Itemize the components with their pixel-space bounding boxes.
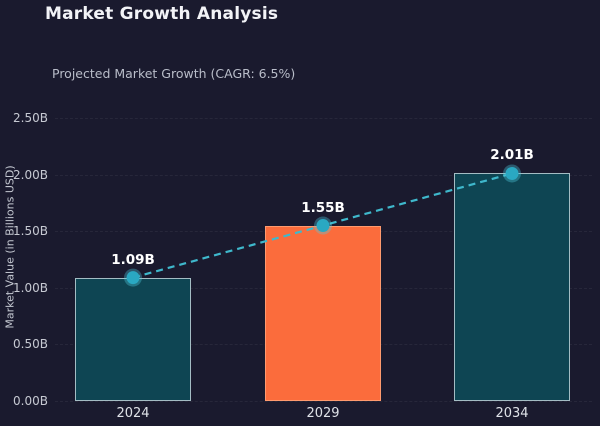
x-tick-label: 2024 — [116, 406, 150, 421]
x-tick-label: 2029 — [306, 406, 340, 421]
y-tick-label: 1.00B — [13, 280, 48, 295]
gridline — [55, 401, 592, 402]
chart-subtitle: Projected Market Growth (CAGR: 6.5%) — [52, 66, 296, 81]
y-tick-label: 2.50B — [13, 111, 48, 125]
value-label: 1.55B — [301, 199, 345, 216]
bar-2029[interactable] — [265, 225, 381, 401]
y-axis-title: Market Value (in Billions USD) — [3, 165, 17, 329]
x-tick-label: 2034 — [495, 406, 529, 421]
y-tick-label: 0.00B — [13, 394, 48, 408]
value-label: 1.09B — [111, 251, 155, 268]
y-tick-label: 2.00B — [13, 167, 48, 182]
chart-title: Market Growth Analysis — [45, 4, 279, 24]
gridline — [55, 118, 592, 119]
value-label: 2.01B — [490, 147, 534, 164]
bar-2024[interactable] — [75, 277, 191, 401]
y-tick-label: 1.50B — [13, 224, 48, 239]
y-tick-label: 0.50B — [13, 337, 48, 352]
bar-2034[interactable] — [454, 173, 570, 401]
